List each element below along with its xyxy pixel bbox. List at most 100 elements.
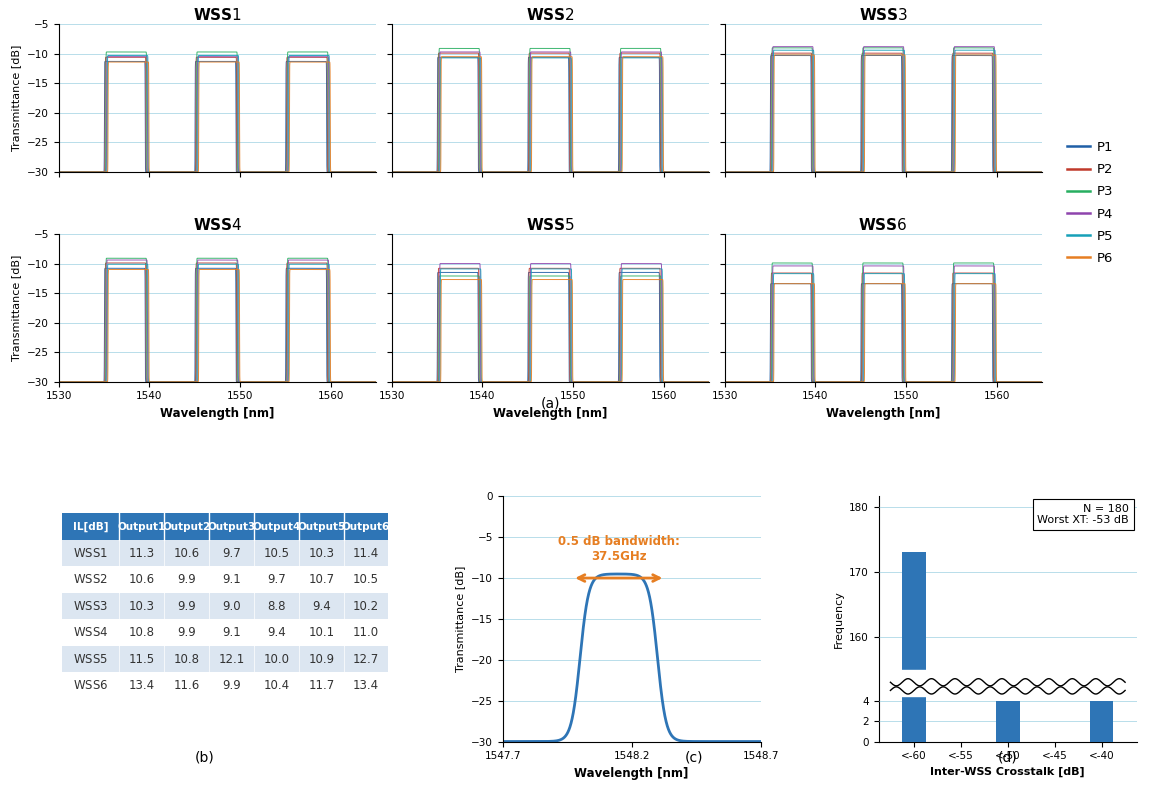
Text: 9.9: 9.9: [177, 626, 196, 639]
FancyBboxPatch shape: [118, 672, 164, 699]
Title: $\mathbf{WSS}$$\mathit{4}$: $\mathbf{WSS}$$\mathit{4}$: [192, 217, 243, 233]
FancyBboxPatch shape: [164, 593, 209, 619]
FancyBboxPatch shape: [343, 513, 388, 540]
Text: Output4: Output4: [252, 521, 300, 532]
X-axis label: Wavelength [nm]: Wavelength [nm]: [161, 407, 274, 420]
FancyBboxPatch shape: [299, 593, 343, 619]
Text: 10.8: 10.8: [173, 653, 199, 666]
Text: 11.4: 11.4: [353, 546, 379, 559]
Text: 10.6: 10.6: [173, 546, 199, 559]
Text: Output5: Output5: [298, 521, 346, 532]
Text: 11.6: 11.6: [173, 679, 199, 692]
FancyBboxPatch shape: [164, 513, 209, 540]
Title: $\mathbf{WSS}$$\mathit{5}$: $\mathbf{WSS}$$\mathit{5}$: [526, 217, 574, 233]
Text: 10.7: 10.7: [308, 573, 334, 586]
Text: 11.3: 11.3: [129, 546, 155, 559]
FancyBboxPatch shape: [299, 513, 343, 540]
FancyBboxPatch shape: [118, 646, 164, 672]
FancyBboxPatch shape: [62, 672, 118, 699]
Text: 12.1: 12.1: [218, 653, 245, 666]
Text: WSS$\mathit{4}$: WSS$\mathit{4}$: [73, 626, 108, 639]
Text: 11.7: 11.7: [308, 679, 334, 692]
Bar: [902, 552, 926, 742]
Text: Output3: Output3: [207, 521, 255, 532]
Text: Output1: Output1: [117, 521, 165, 532]
FancyBboxPatch shape: [343, 672, 388, 699]
Text: WSS$\mathit{1}$: WSS$\mathit{1}$: [73, 546, 108, 559]
FancyBboxPatch shape: [62, 540, 118, 567]
FancyBboxPatch shape: [254, 567, 299, 593]
Text: 9.9: 9.9: [177, 600, 196, 613]
Text: 9.7: 9.7: [222, 546, 240, 559]
FancyBboxPatch shape: [254, 540, 299, 567]
X-axis label: Wavelength [nm]: Wavelength [nm]: [826, 407, 940, 420]
FancyBboxPatch shape: [209, 567, 254, 593]
Title: $\mathbf{WSS}$$\mathit{6}$: $\mathbf{WSS}$$\mathit{6}$: [858, 217, 908, 233]
Text: 10.6: 10.6: [129, 573, 155, 586]
Text: 11.5: 11.5: [129, 653, 155, 666]
FancyBboxPatch shape: [62, 513, 118, 540]
FancyBboxPatch shape: [299, 672, 343, 699]
FancyBboxPatch shape: [118, 593, 164, 619]
Text: 9.4: 9.4: [312, 600, 331, 613]
Text: 12.7: 12.7: [353, 653, 379, 666]
Text: 9.1: 9.1: [222, 626, 240, 639]
Text: 10.1: 10.1: [308, 626, 334, 639]
Text: 10.4: 10.4: [264, 679, 289, 692]
Text: 9.7: 9.7: [267, 573, 286, 586]
FancyBboxPatch shape: [62, 567, 118, 593]
Text: N = 180
Worst XT: -53 dB: N = 180 Worst XT: -53 dB: [1037, 504, 1129, 526]
Title: $\mathbf{WSS}$$\mathit{2}$: $\mathbf{WSS}$$\mathit{2}$: [526, 7, 574, 23]
Text: WSS$\mathit{2}$: WSS$\mathit{2}$: [73, 573, 108, 586]
X-axis label: Wavelength [nm]: Wavelength [nm]: [493, 407, 607, 420]
Bar: [996, 700, 1020, 742]
Y-axis label: Frequency: Frequency: [833, 590, 844, 648]
Text: 9.0: 9.0: [223, 600, 240, 613]
Text: 9.1: 9.1: [222, 573, 240, 586]
FancyBboxPatch shape: [164, 567, 209, 593]
X-axis label: Wavelength [nm]: Wavelength [nm]: [574, 767, 689, 779]
Y-axis label: Transmittance [dB]: Transmittance [dB]: [456, 566, 465, 672]
Title: $\mathbf{WSS}$$\mathit{1}$: $\mathbf{WSS}$$\mathit{1}$: [193, 7, 241, 23]
Text: 0.5 dB bandwidth:
37.5GHz: 0.5 dB bandwidth: 37.5GHz: [558, 535, 680, 563]
Text: 13.4: 13.4: [129, 679, 155, 692]
Text: Output2: Output2: [162, 521, 211, 532]
FancyBboxPatch shape: [62, 593, 118, 619]
FancyBboxPatch shape: [343, 646, 388, 672]
Text: 10.3: 10.3: [129, 600, 155, 613]
FancyBboxPatch shape: [164, 646, 209, 672]
FancyBboxPatch shape: [254, 672, 299, 699]
Text: 8.8: 8.8: [267, 600, 286, 613]
FancyBboxPatch shape: [62, 646, 118, 672]
Text: 9.9: 9.9: [222, 679, 240, 692]
FancyBboxPatch shape: [343, 540, 388, 567]
FancyBboxPatch shape: [209, 540, 254, 567]
FancyBboxPatch shape: [118, 540, 164, 567]
Text: WSS$\mathit{3}$: WSS$\mathit{3}$: [73, 600, 108, 613]
Text: (b): (b): [196, 750, 214, 765]
Text: 10.2: 10.2: [353, 600, 379, 613]
FancyBboxPatch shape: [299, 646, 343, 672]
Text: 10.5: 10.5: [353, 573, 379, 586]
Text: (c): (c): [684, 750, 703, 765]
FancyBboxPatch shape: [62, 619, 118, 646]
Text: (a): (a): [541, 396, 560, 410]
Y-axis label: Transmittance [dB]: Transmittance [dB]: [12, 45, 21, 152]
FancyBboxPatch shape: [299, 540, 343, 567]
Text: 10.5: 10.5: [264, 546, 289, 559]
FancyBboxPatch shape: [118, 513, 164, 540]
FancyBboxPatch shape: [118, 567, 164, 593]
Text: Output6: Output6: [342, 521, 390, 532]
FancyBboxPatch shape: [164, 619, 209, 646]
Text: (d): (d): [999, 750, 1017, 765]
X-axis label: Inter-WSS Crosstalk [dB]: Inter-WSS Crosstalk [dB]: [931, 767, 1085, 777]
Text: 13.4: 13.4: [353, 679, 379, 692]
Text: 10.8: 10.8: [129, 626, 155, 639]
FancyBboxPatch shape: [254, 513, 299, 540]
FancyBboxPatch shape: [118, 619, 164, 646]
FancyBboxPatch shape: [164, 540, 209, 567]
Text: 10.9: 10.9: [308, 653, 334, 666]
Text: WSS$\mathit{6}$: WSS$\mathit{6}$: [73, 679, 108, 692]
FancyBboxPatch shape: [209, 513, 254, 540]
FancyBboxPatch shape: [209, 672, 254, 699]
